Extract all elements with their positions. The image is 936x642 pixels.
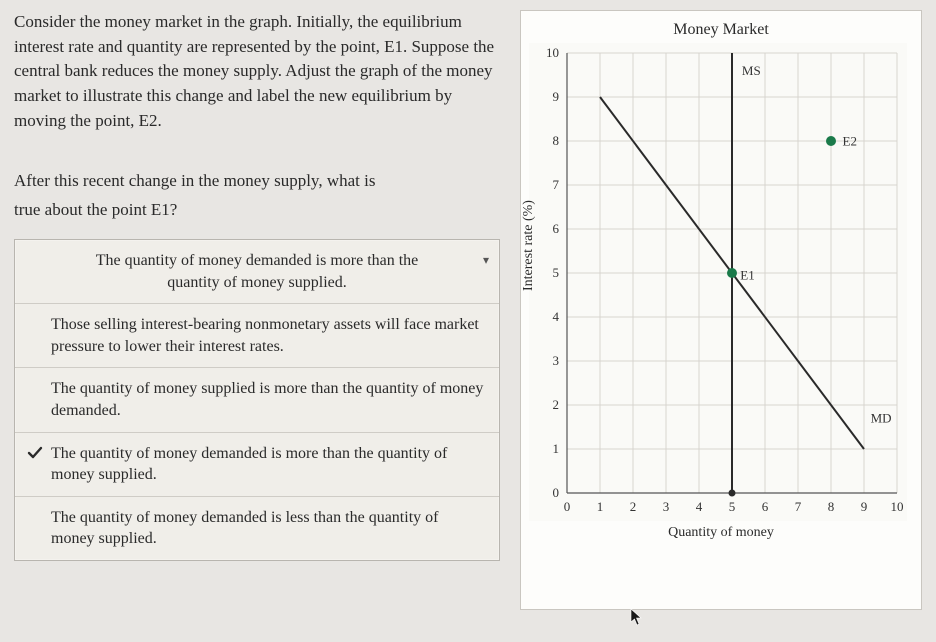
- svg-text:9: 9: [553, 89, 560, 104]
- svg-text:MS: MS: [742, 63, 761, 78]
- svg-text:3: 3: [553, 353, 560, 368]
- svg-text:4: 4: [696, 499, 703, 514]
- option-0-line1: The quantity of money demanded is more t…: [96, 252, 419, 269]
- option-0[interactable]: The quantity of money demanded is more t…: [15, 240, 499, 304]
- svg-text:2: 2: [630, 499, 637, 514]
- money-market-chart[interactable]: 00 1 1 2 2 3 3 4 4 5 5 6 6 7 7 8 8 9 9 10 10 MS MD E1 E2: [529, 43, 907, 521]
- svg-text:E2: E2: [843, 133, 857, 148]
- x-axis-label: Quantity of money: [529, 525, 913, 541]
- svg-text:8: 8: [553, 133, 560, 148]
- prompt-text: Consider the money market in the graph. …: [14, 10, 500, 133]
- option-1[interactable]: Those selling interest-bearing nonmoneta…: [15, 304, 499, 368]
- option-2-text: The quantity of money supplied is more t…: [51, 380, 483, 419]
- option-1-text: Those selling interest-bearing nonmoneta…: [51, 316, 479, 355]
- svg-text:1: 1: [553, 441, 560, 456]
- svg-text:8: 8: [828, 499, 835, 514]
- svg-text:6: 6: [762, 499, 769, 514]
- svg-text:5: 5: [729, 499, 736, 514]
- svg-text:0: 0: [553, 485, 560, 500]
- dropdown-caret-icon: ▾: [483, 252, 489, 268]
- svg-text:1: 1: [597, 499, 604, 514]
- svg-text:5: 5: [553, 265, 560, 280]
- svg-text:6: 6: [553, 221, 560, 236]
- answer-options: The quantity of money demanded is more t…: [14, 239, 500, 561]
- svg-text:0: 0: [564, 499, 571, 514]
- svg-text:7: 7: [553, 177, 560, 192]
- question-line2: true about the point E1?: [14, 200, 177, 219]
- chart-panel: Money Market Interest rate (%) 00 1 1 2 2 3 3 4…: [520, 10, 922, 610]
- option-3-text: The quantity of money demanded is more t…: [51, 445, 447, 484]
- check-icon: [27, 445, 43, 461]
- svg-text:E1: E1: [740, 268, 754, 283]
- svg-text:9: 9: [861, 499, 868, 514]
- option-4-text: The quantity of money demanded is less t…: [51, 509, 438, 548]
- svg-text:3: 3: [663, 499, 670, 514]
- svg-text:2: 2: [553, 397, 560, 412]
- svg-text:7: 7: [795, 499, 802, 514]
- chart-title: Money Market: [529, 21, 913, 39]
- option-2[interactable]: The quantity of money supplied is more t…: [15, 368, 499, 432]
- svg-text:MD: MD: [871, 411, 892, 426]
- svg-text:4: 4: [553, 309, 560, 324]
- question-line1: After this recent change in the money su…: [14, 171, 375, 190]
- option-0-line2: quantity of money supplied.: [167, 274, 347, 291]
- svg-text:10: 10: [546, 45, 559, 60]
- svg-text:10: 10: [891, 499, 904, 514]
- option-3[interactable]: The quantity of money demanded is more t…: [15, 433, 499, 497]
- question-text: After this recent change in the money su…: [14, 167, 500, 225]
- option-4[interactable]: The quantity of money demanded is less t…: [15, 497, 499, 560]
- y-axis-label: Interest rate (%): [521, 200, 537, 291]
